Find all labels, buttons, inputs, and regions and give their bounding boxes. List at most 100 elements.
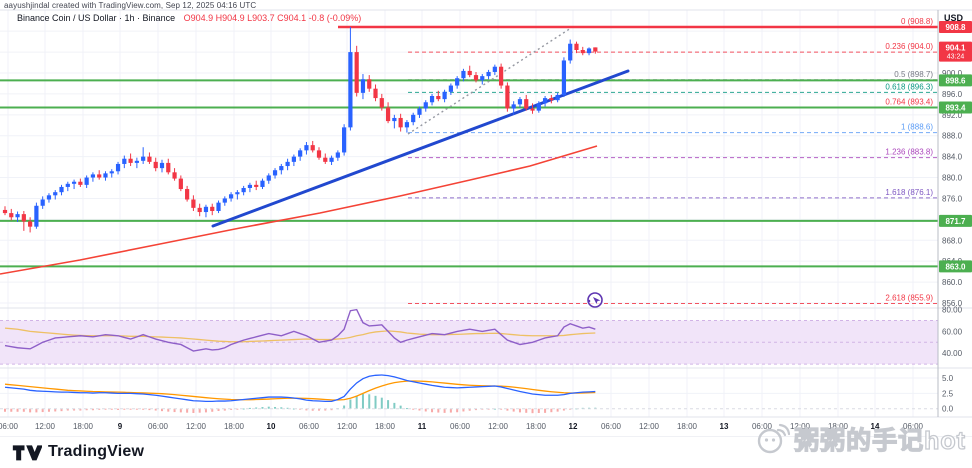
macd-histogram-bar: [518, 408, 521, 413]
price-badge: [939, 21, 972, 34]
macd-histogram-bar: [148, 408, 151, 411]
fib-level-label: 0.236 (904.0): [885, 42, 933, 51]
macd-histogram-bar: [60, 408, 63, 412]
candle-body: [354, 52, 359, 93]
time-tick-label: 9: [118, 422, 123, 431]
candle-body: [593, 47, 598, 52]
candle-body: [367, 79, 372, 89]
macd-histogram-bar: [16, 408, 19, 412]
time-tick-label: 12:00: [639, 422, 660, 431]
price-tick-label: 892.0: [942, 111, 963, 120]
time-tick-label: 06:00: [148, 422, 169, 431]
candle-body: [235, 192, 240, 195]
candle-body: [128, 158, 133, 163]
red-trendline[interactable]: [0, 145, 598, 275]
fib-level-label: 1.236 (883.8): [885, 148, 933, 157]
price-badge: [939, 41, 972, 62]
macd-histogram-bar: [236, 408, 239, 410]
macd-histogram-bar: [29, 408, 32, 413]
macd-histogram-bar: [305, 408, 308, 411]
macd-histogram-bar: [562, 408, 565, 411]
price-badge-label: 871.7: [945, 217, 966, 226]
rsi-tick-label: 40.00: [942, 349, 963, 358]
fib-level-label: 0 (908.8): [901, 17, 933, 26]
macd-histogram-bar: [343, 405, 346, 409]
macd-histogram-bar: [374, 395, 377, 409]
time-tick-label: 12:00: [488, 422, 509, 431]
candle-body: [423, 102, 428, 109]
candle-body: [90, 174, 96, 178]
time-tick-label: 18:00: [224, 422, 245, 431]
candle-body: [316, 150, 322, 158]
macd-histogram-bar: [204, 408, 207, 413]
candle-body: [210, 206, 215, 211]
candle-body: [492, 66, 497, 72]
macd-histogram-bar: [468, 408, 471, 411]
candle-body: [323, 157, 328, 162]
tradingview-logo[interactable]: TradingView: [12, 442, 144, 462]
candle-body: [486, 71, 491, 77]
candle-body: [78, 181, 83, 185]
watermark-icon: [757, 423, 791, 454]
macd-line: [4, 374, 596, 402]
macd-histogram-bar: [512, 408, 515, 412]
macd-histogram-bar: [387, 400, 390, 409]
candle-body: [429, 95, 435, 103]
candle-body: [241, 187, 246, 193]
macd-histogram-bar: [292, 408, 295, 410]
macd-histogram-bar: [255, 407, 258, 409]
candle-body: [549, 98, 554, 101]
price-badge-label: 863.0: [945, 262, 966, 271]
macd-histogram-bar: [405, 408, 408, 410]
candle-body: [561, 60, 567, 95]
candle-body: [247, 184, 253, 188]
fib-level-label: 0.618 (896.3): [885, 82, 933, 91]
candle-body: [178, 178, 183, 190]
macd-histogram-bar: [41, 408, 44, 413]
macd-histogram-bar: [380, 397, 383, 409]
macd-histogram-bar: [66, 408, 69, 411]
macd-histogram-bar: [135, 408, 138, 410]
candle-body: [329, 157, 334, 162]
fib-level-label: 1.618 (876.1): [885, 188, 933, 197]
rsi-ma-line: [4, 327, 596, 343]
macd-histogram-bar: [223, 408, 226, 411]
macd-histogram-bar: [167, 408, 170, 412]
candle-body: [109, 171, 114, 174]
candle-body: [530, 108, 535, 111]
price-tick-label: 880.0: [942, 174, 963, 183]
macd-histogram-bar: [54, 408, 57, 412]
candle-body: [385, 107, 391, 122]
candle-body: [28, 221, 33, 227]
candle-body: [285, 161, 290, 167]
candle-body: [115, 163, 121, 172]
candle-body: [9, 213, 14, 218]
macd-histogram-bar: [324, 408, 327, 411]
watermark: 粥粥的手记hot: [756, 421, 966, 457]
candle-countdown-label: 43:24: [947, 54, 965, 61]
candle-body: [342, 127, 347, 153]
time-tick-label: 06:00: [299, 422, 320, 431]
macd-histogram-bar: [456, 408, 459, 413]
candle-body: [2, 209, 8, 214]
price-badge-label: 904.1: [945, 44, 966, 53]
macd-histogram-bar: [368, 394, 371, 409]
candle-body: [147, 156, 152, 162]
macd-histogram-bar: [186, 408, 189, 413]
macd-histogram-bar: [537, 408, 540, 413]
macd-histogram-bar: [399, 405, 402, 409]
candle-body: [310, 145, 315, 151]
candle-body: [228, 194, 234, 199]
rsi-tick-label: 80.00: [942, 306, 963, 315]
price-badge-label: 893.4: [945, 103, 966, 112]
symbol-legend: Binance Coin / US Dollar · 1h · Binance …: [17, 13, 361, 23]
macd-histogram-bar: [4, 408, 6, 412]
time-tick-label: 06:00: [450, 422, 471, 431]
chart-background: [0, 0, 972, 437]
macd-histogram-bar: [475, 408, 477, 411]
price-tick-label: 884.0: [942, 153, 963, 162]
fib-level-label: 1 (888.6): [901, 123, 933, 132]
macd-histogram-bar: [280, 407, 283, 409]
candle-body: [517, 99, 523, 105]
